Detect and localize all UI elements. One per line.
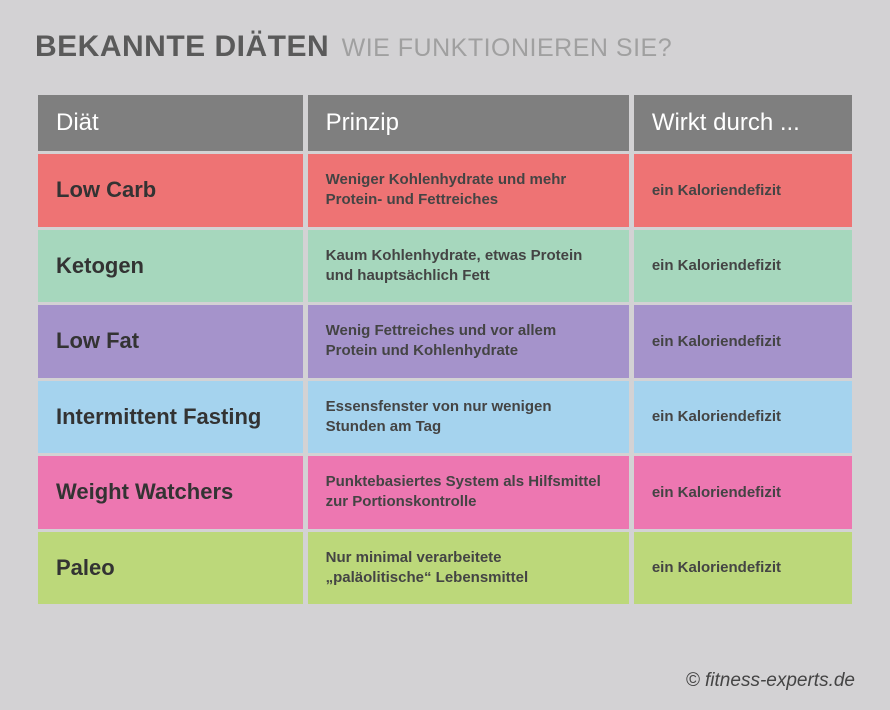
cell-diet: Low Carb bbox=[38, 154, 305, 227]
cell-effect: ein Kaloriendefizit bbox=[634, 456, 852, 529]
table-row: Paleo Nur minimal verarbeitete „paläolit… bbox=[38, 532, 852, 605]
col-header-principle: Prinzip bbox=[308, 95, 631, 151]
cell-effect: ein Kaloriendefizit bbox=[634, 154, 852, 227]
diets-table: Diät Prinzip Wirkt durch ... Low Carb We… bbox=[35, 92, 855, 607]
cell-principle: Punktebasiertes System als Hilfsmittel z… bbox=[308, 456, 631, 529]
table-header-row: Diät Prinzip Wirkt durch ... bbox=[38, 95, 852, 151]
cell-diet: Ketogen bbox=[38, 230, 305, 303]
col-header-effect: Wirkt durch ... bbox=[634, 95, 852, 151]
page-title-sub: WIE FUNKTIONIEREN SIE? bbox=[342, 34, 672, 62]
table-row: Weight Watchers Punktebasiertes System a… bbox=[38, 456, 852, 529]
table-row: Low Carb Weniger Kohlenhydrate und mehr … bbox=[38, 154, 852, 227]
cell-principle: Weniger Kohlenhydrate und mehr Protein- … bbox=[308, 154, 631, 227]
table-row: Ketogen Kaum Kohlenhydrate, etwas Protei… bbox=[38, 230, 852, 303]
cell-effect: ein Kaloriendefizit bbox=[634, 230, 852, 303]
col-header-diet: Diät bbox=[38, 95, 305, 151]
page-title-row: BEKANNTE DIÄTEN WIE FUNKTIONIEREN SIE? bbox=[35, 30, 855, 64]
cell-diet: Paleo bbox=[38, 532, 305, 605]
cell-diet: Low Fat bbox=[38, 305, 305, 378]
cell-principle: Wenig Fettreiches und vor allem Protein … bbox=[308, 305, 631, 378]
cell-principle: Essensfenster von nur wenigen Stunden am… bbox=[308, 381, 631, 454]
footer-credit: © fitness-experts.de bbox=[686, 670, 855, 692]
table-row: Intermittent Fasting Essensfenster von n… bbox=[38, 381, 852, 454]
cell-principle: Nur minimal verarbeitete „paläolitische“… bbox=[308, 532, 631, 605]
cell-principle: Kaum Kohlenhydrate, etwas Protein und ha… bbox=[308, 230, 631, 303]
cell-effect: ein Kaloriendefizit bbox=[634, 305, 852, 378]
table-row: Low Fat Wenig Fettreiches und vor allem … bbox=[38, 305, 852, 378]
cell-diet: Intermittent Fasting bbox=[38, 381, 305, 454]
cell-effect: ein Kaloriendefizit bbox=[634, 532, 852, 605]
table-body: Low Carb Weniger Kohlenhydrate und mehr … bbox=[38, 154, 852, 604]
cell-diet: Weight Watchers bbox=[38, 456, 305, 529]
cell-effect: ein Kaloriendefizit bbox=[634, 381, 852, 454]
page-title-main: BEKANNTE DIÄTEN bbox=[35, 30, 329, 63]
